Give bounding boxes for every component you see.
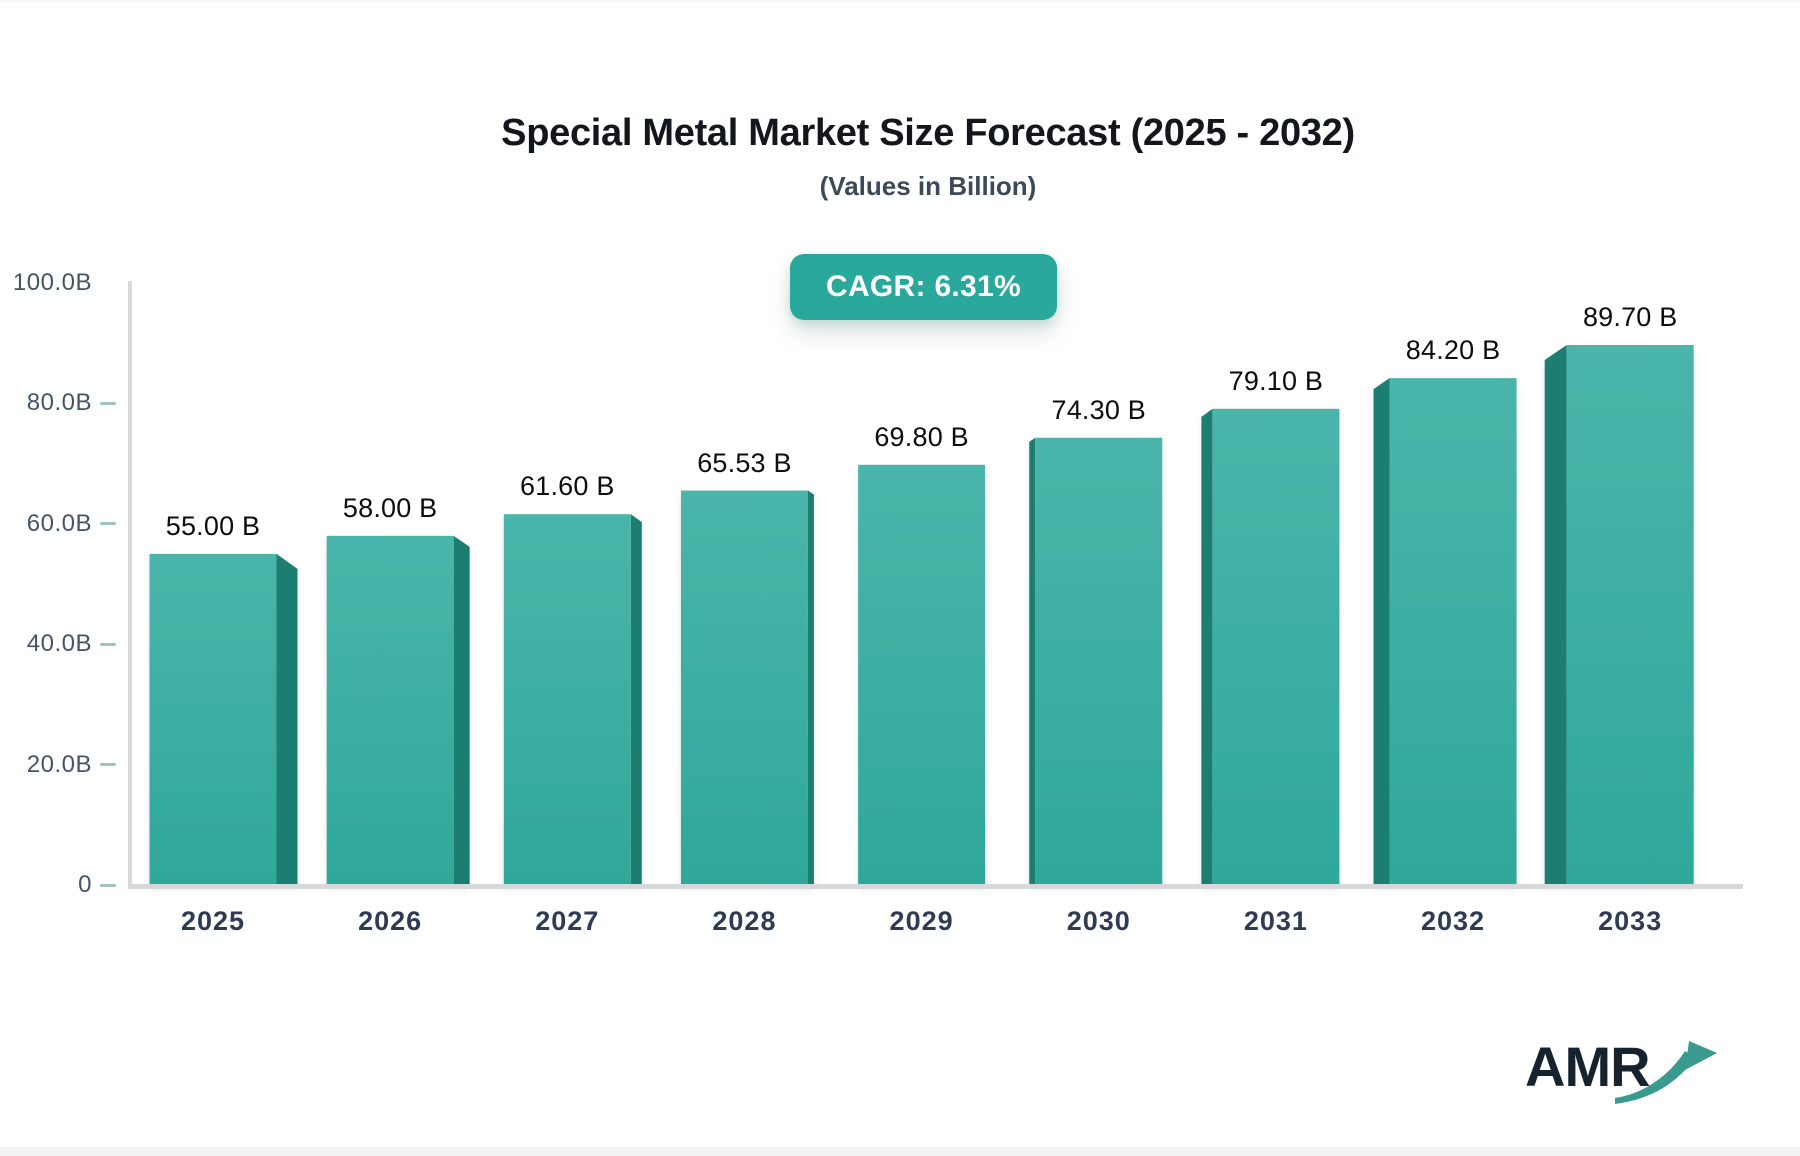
x-axis-line	[128, 884, 1743, 889]
cagr-badge: CAGR: 6.31%	[790, 254, 1057, 320]
y-tick-label: 80.0B	[26, 389, 92, 417]
bar-value-label: 55.00 B	[165, 510, 261, 541]
bar-value-label: 61.60 B	[520, 471, 615, 502]
bar-side	[453, 535, 470, 885]
x-year-label: 2033	[1598, 906, 1663, 936]
y-tick-label: 100.0B	[12, 269, 92, 296]
bar-value-label: 84.20 B	[1405, 335, 1501, 366]
bar-face	[1035, 437, 1163, 885]
bar-side	[807, 490, 814, 885]
x-year-label: 2028	[712, 906, 777, 936]
y-tick-dash	[100, 401, 116, 405]
bar-value-label: 89.70 B	[1582, 302, 1678, 332]
x-year-label: 2027	[535, 906, 600, 936]
bar-side	[1373, 378, 1390, 885]
top-border	[0, 0, 1800, 3]
y-tick-dash	[100, 642, 116, 646]
y-tick-dash	[100, 522, 116, 526]
bar-value-label: 58.00 B	[342, 492, 438, 523]
x-year-label: 2026	[358, 906, 423, 936]
x-year-label: 2029	[889, 906, 954, 936]
bar-side	[1544, 345, 1567, 886]
amr-logo-text: AMR	[1525, 1035, 1651, 1098]
y-tick-label: 20.0B	[26, 750, 92, 778]
y-tick-dash	[100, 763, 116, 767]
bar-face	[326, 535, 454, 885]
chart-title: Special Metal Market Size Forecast (2025…	[501, 112, 1355, 154]
bar-value-label: 69.80 B	[874, 421, 969, 452]
y-tick-label: 0	[78, 871, 92, 898]
growth-arrow-icon	[1615, 1041, 1717, 1104]
bar-side	[276, 553, 298, 885]
chart-subtitle: (Values in Billion)	[819, 171, 1037, 201]
bar-face	[680, 490, 808, 885]
bar-value-label: 74.30 B	[1051, 394, 1146, 425]
x-year-label: 2032	[1421, 906, 1486, 936]
bar-value-label: 65.53 B	[697, 447, 792, 478]
bar-face	[1212, 408, 1340, 885]
bar-side	[630, 514, 642, 885]
bar-value-label: 79.10 B	[1228, 365, 1324, 396]
bar-face	[149, 553, 277, 885]
y-axis-line	[128, 281, 132, 889]
x-year-label: 2031	[1243, 906, 1308, 936]
bottom-border	[0, 1147, 1800, 1156]
bar-face	[1389, 378, 1517, 885]
cagr-badge-label: CAGR: 6.31%	[825, 270, 1022, 303]
bar-side	[1029, 437, 1036, 885]
bar-side	[1201, 408, 1213, 885]
y-tick-label: 40.0B	[26, 630, 92, 658]
y-tick-dash	[100, 883, 116, 887]
y-tick-label: 60.0B	[26, 509, 92, 537]
bar-face	[858, 464, 986, 885]
x-year-label: 2025	[180, 906, 246, 936]
bar-face	[503, 514, 631, 885]
x-year-label: 2030	[1066, 906, 1131, 936]
amr-logo: AMR	[1525, 1032, 1755, 1116]
bar-face	[1566, 345, 1694, 886]
